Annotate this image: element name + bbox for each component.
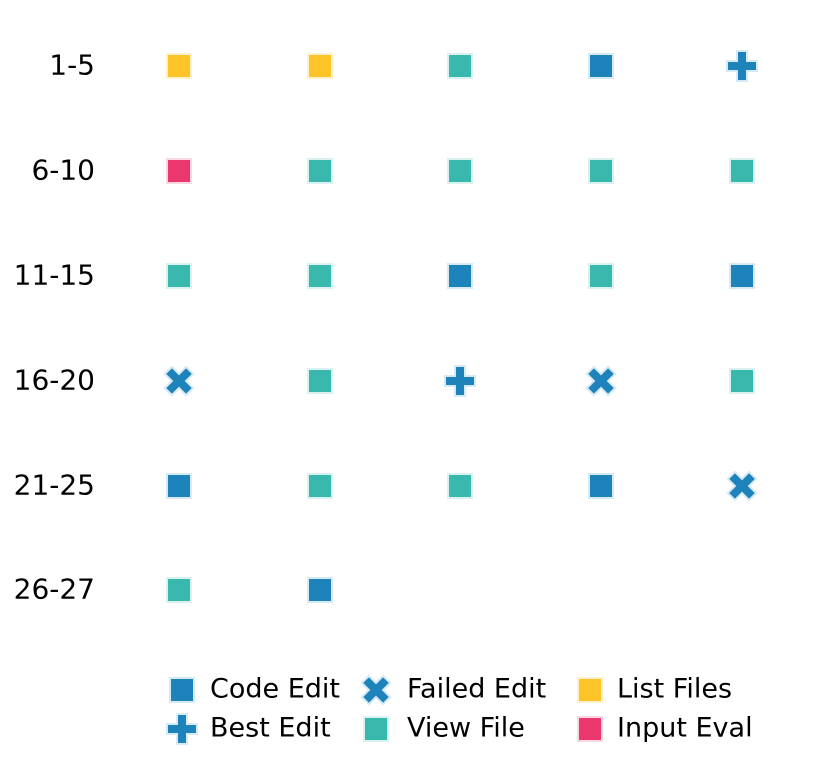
marker-code-edit [728, 262, 756, 290]
marker-best-edit [725, 49, 759, 83]
marker-view-file [728, 367, 756, 395]
y-tick-label: 16-20 [13, 363, 95, 397]
legend-label-input-eval: Input Eval [617, 712, 753, 744]
legend-label-failed-edit: Failed Edit [407, 673, 547, 705]
legend-marker-view-file [362, 715, 390, 743]
marker-input-eval [165, 157, 193, 185]
marker-code-edit [306, 576, 334, 604]
marker-view-file [446, 157, 474, 185]
marker-view-file [306, 367, 334, 395]
marker-code-edit [587, 472, 615, 500]
legend-label-best-edit: Best Edit [210, 712, 331, 744]
marker-view-file [165, 262, 193, 290]
marker-view-file [728, 157, 756, 185]
legend-marker-failed-edit [359, 673, 393, 707]
marker-code-edit [587, 52, 615, 80]
y-tick-label: 11-15 [13, 258, 95, 292]
legend-marker-best-edit [165, 712, 199, 746]
marker-failed-edit [725, 469, 759, 503]
marker-view-file [306, 472, 334, 500]
marker-view-file [587, 157, 615, 185]
marker-best-edit [443, 364, 477, 398]
legend-marker-code-edit [168, 676, 196, 704]
marker-failed-edit [584, 364, 618, 398]
marker-list-files [165, 52, 193, 80]
legend-label-list-files: List Files [617, 673, 733, 705]
marker-view-file [165, 576, 193, 604]
legend-label-code-edit: Code Edit [210, 673, 340, 705]
legend-marker-input-eval [576, 715, 604, 743]
marker-view-file [587, 262, 615, 290]
y-tick-label: 1-5 [49, 48, 95, 82]
marker-view-file [446, 52, 474, 80]
legend-marker-list-files [576, 676, 604, 704]
marker-view-file [306, 262, 334, 290]
y-tick-label: 26-27 [13, 572, 95, 606]
marker-code-edit [165, 472, 193, 500]
y-tick-label: 6-10 [31, 153, 95, 187]
marker-list-files [306, 52, 334, 80]
marker-failed-edit [162, 364, 196, 398]
marker-code-edit [446, 262, 474, 290]
marker-view-file [306, 157, 334, 185]
legend-label-view-file: View File [407, 712, 525, 744]
y-tick-label: 21-25 [13, 468, 95, 502]
marker-view-file [446, 472, 474, 500]
